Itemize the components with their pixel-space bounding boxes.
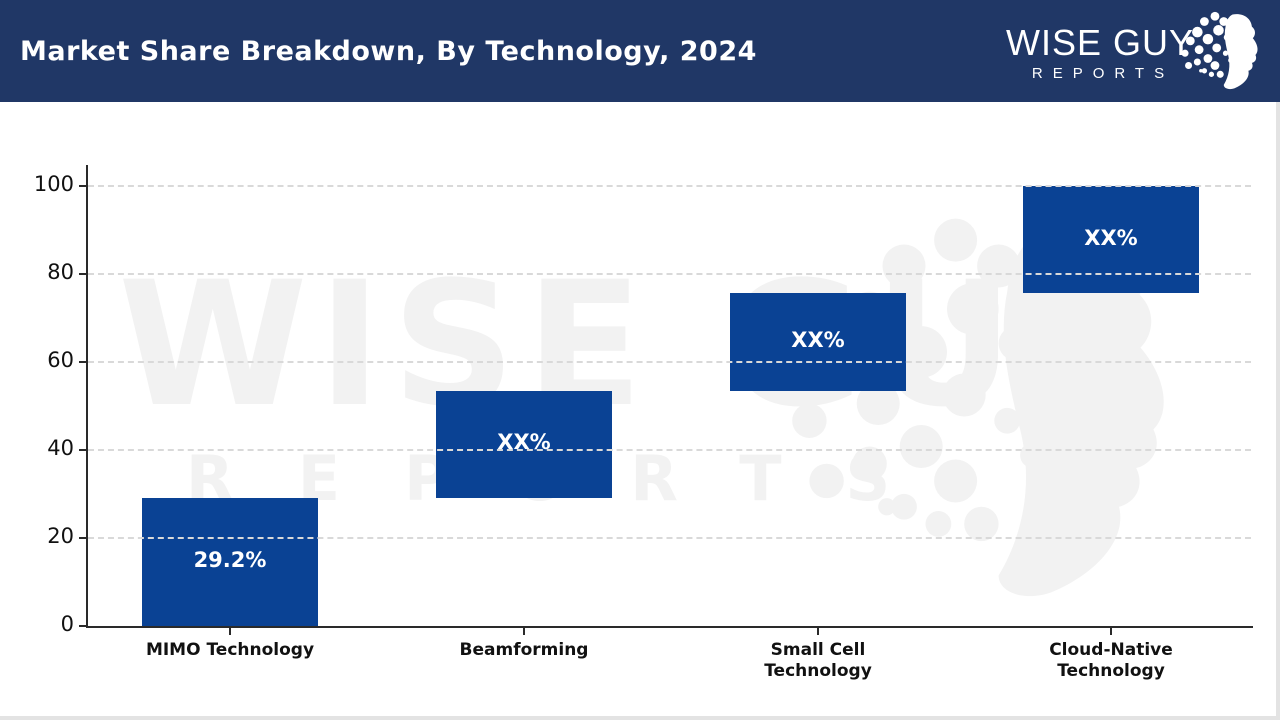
x-category-label-small-cell-technology: Small Cell Technology: [693, 640, 943, 682]
x-category-label-line: Small Cell: [770, 640, 866, 660]
right-edge-strip: [1276, 102, 1280, 720]
logo-wiseguy-label: WISE GUY: [1005, 22, 1194, 63]
logo-reports-label: REPORTS: [1031, 65, 1175, 82]
y-tick-label-60: 60: [47, 348, 74, 372]
x-category-label-line: MIMO Technology: [145, 640, 315, 660]
bar-mimo-technology: [142, 497, 318, 626]
y-axis-spine: [86, 165, 88, 628]
y-tick-label-20: 20: [47, 524, 74, 548]
x-tick-mimo-technology: [229, 627, 231, 635]
y-tick-label-100: 100: [33, 172, 74, 196]
y-tick-label-80: 80: [47, 260, 74, 284]
x-category-label-cloud-native-technology: Cloud-Native Technology: [986, 640, 1236, 682]
x-category-label-beamforming: Beamforming: [399, 640, 649, 661]
x-tick-cloud-native-technology: [1110, 627, 1112, 635]
x-tick-small-cell-technology: [817, 627, 819, 635]
value-label-mimo-technology: 29.2%: [193, 547, 267, 572]
y-tick-20: [79, 537, 88, 539]
y-tick-80: [79, 273, 88, 275]
x-tick-beamforming: [523, 627, 525, 635]
y-tick-0: [79, 625, 88, 627]
x-category-label-line: Beamforming: [459, 640, 589, 660]
bottom-edge-strip: [0, 716, 1280, 720]
wiseguy-logo-text: WISE GUY REPORTS: [1005, 22, 1194, 82]
x-category-label-mimo-technology: MIMO Technology: [105, 640, 355, 661]
y-tick-label-40: 40: [47, 436, 74, 460]
header-bar: Market Share Breakdown, By Technology, 2…: [0, 0, 1280, 102]
x-axis-spine: [86, 626, 1253, 628]
x-category-label-line: Technology: [1057, 661, 1165, 681]
y-tick-40: [79, 449, 88, 451]
wiseguy-logo: WISE GUY REPORTS: [1006, 8, 1266, 94]
x-category-label-line: Technology: [764, 661, 872, 681]
y-tick-60: [79, 361, 88, 363]
watermark-face-icon: [792, 218, 1164, 597]
x-category-label-line: Cloud-Native: [1049, 640, 1173, 660]
y-tick-label-0: 0: [60, 612, 74, 636]
wiseguy-face-icon: [1181, 11, 1258, 90]
y-tick-100: [79, 185, 88, 187]
gridline-100: [88, 185, 1251, 187]
page-title: Market Share Breakdown, By Technology, 2…: [20, 35, 757, 67]
